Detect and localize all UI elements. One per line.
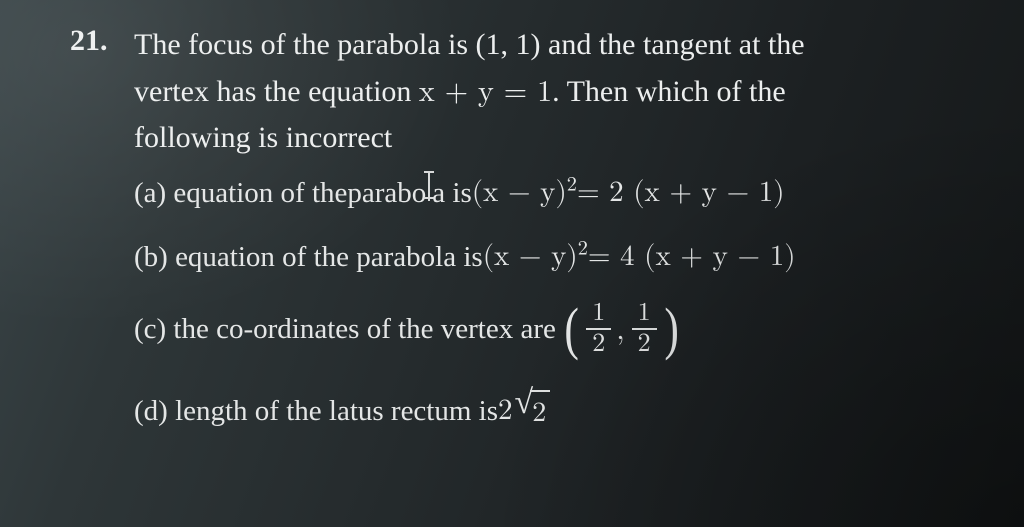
option-b: (b) equation of the parabola is (x − y)2… [134, 236, 984, 278]
option-c-label: (c) the co-ordinates of the vertex are [134, 308, 556, 350]
option-a-exp: 2 [567, 174, 577, 194]
option-a-parabo: parabo [347, 172, 426, 214]
option-d: (d) length of the latus rectum is 2√2 [134, 388, 984, 434]
option-b-rhs: = 4 (x + y − 1) [588, 236, 796, 278]
option-a-rhs: = 2 (x + y − 1) [577, 172, 785, 214]
option-d-label: (d) length of the latus rectum is [134, 390, 498, 432]
option-b-lhs: (x − y)2 [483, 236, 588, 278]
option-a-label: (a) equation of the [134, 172, 347, 214]
option-a-la: a is [432, 172, 471, 214]
question-line-2a: vertex has the equation [134, 75, 419, 108]
fraction-1: 1 2 [586, 300, 611, 359]
comma: , [616, 309, 624, 359]
fraction-2: 1 2 [632, 300, 657, 359]
question-line-1: The focus of the parabola is (1, 1) and … [134, 28, 805, 61]
option-d-coef: 2 [498, 390, 513, 432]
option-b-label: (b) equation of the parabola is [134, 236, 483, 278]
question-line-2b: . Then which of the [552, 75, 786, 108]
question-line-3: following is incorrect [134, 121, 392, 154]
option-c: (c) the co-ordinates of the vertex are (… [134, 300, 984, 359]
option-c-coords: ( 1 2 , 1 2 ) [562, 300, 681, 359]
question-row: 21. The focus of the parabola is (1, 1) … [70, 22, 984, 162]
option-a-lhs: (x − y)2 [472, 172, 577, 214]
question-eq: x + y = 1 [419, 77, 552, 107]
sqrt-icon: √2 [515, 388, 551, 434]
right-paren-icon: ) [664, 300, 678, 358]
left-paren-icon: ( [564, 300, 578, 358]
option-a: (a) equation of the paraboa is (x − y)2 … [134, 172, 984, 214]
question-number: 21. [70, 22, 134, 58]
option-b-exp: 2 [578, 238, 588, 258]
options-list: (a) equation of the paraboa is (x − y)2 … [134, 172, 984, 434]
question-text: The focus of the parabola is (1, 1) and … [134, 22, 984, 162]
question-block: 21. The focus of the parabola is (1, 1) … [0, 0, 1024, 476]
